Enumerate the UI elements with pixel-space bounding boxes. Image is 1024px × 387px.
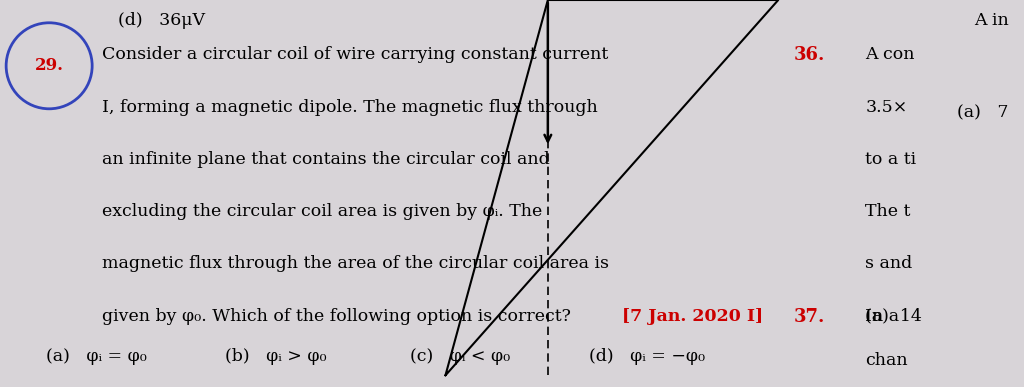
Text: (a)   φᵢ = φ₀: (a) φᵢ = φ₀ xyxy=(46,348,147,365)
Text: to a ti: to a ti xyxy=(865,151,916,168)
Text: s and: s and xyxy=(865,255,912,272)
Text: 3.5×: 3.5× xyxy=(865,99,907,116)
Text: (a)   7: (a) 7 xyxy=(957,104,1009,122)
Text: The t: The t xyxy=(865,203,910,220)
Text: (c)   φᵢ < φ₀: (c) φᵢ < φ₀ xyxy=(410,348,510,365)
Text: A con: A con xyxy=(865,46,914,63)
Text: 36.: 36. xyxy=(794,46,825,65)
Text: In a: In a xyxy=(865,308,899,325)
Text: chan: chan xyxy=(865,352,908,369)
Text: (b)   φᵢ > φ₀: (b) φᵢ > φ₀ xyxy=(225,348,327,365)
Text: Consider a circular coil of wire carrying constant current: Consider a circular coil of wire carryin… xyxy=(102,46,608,63)
Text: 37.: 37. xyxy=(794,308,825,326)
Text: an infinite plane that contains the circular coil and: an infinite plane that contains the circ… xyxy=(102,151,550,168)
Text: [7 Jan. 2020 I]: [7 Jan. 2020 I] xyxy=(622,308,763,325)
Text: (d)   φᵢ = −φ₀: (d) φᵢ = −φ₀ xyxy=(589,348,705,365)
Text: (a)  14: (a) 14 xyxy=(865,308,923,325)
Text: 29.: 29. xyxy=(35,57,63,74)
Text: A in: A in xyxy=(974,12,1009,29)
Text: given by φ₀. Which of the following option is correct?: given by φ₀. Which of the following opti… xyxy=(102,308,571,325)
Text: (d)   36μV: (d) 36μV xyxy=(118,12,205,29)
Text: magnetic flux through the area of the circular coil area is: magnetic flux through the area of the ci… xyxy=(102,255,609,272)
Text: excluding the circular coil area is given by φᵢ. The: excluding the circular coil area is give… xyxy=(102,203,543,220)
Text: I, forming a magnetic dipole. The magnetic flux through: I, forming a magnetic dipole. The magnet… xyxy=(102,99,598,116)
